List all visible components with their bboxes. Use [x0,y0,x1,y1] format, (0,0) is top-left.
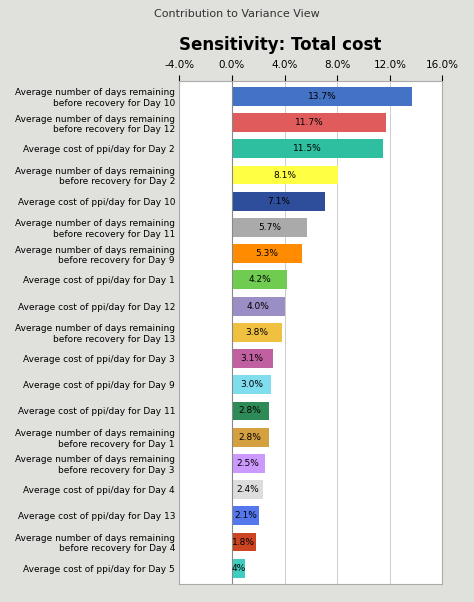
Bar [232,113,386,132]
Text: 3.8%: 3.8% [246,328,268,337]
Text: 8.1%: 8.1% [273,170,297,179]
Bar [232,218,307,237]
Text: 2.1%: 2.1% [234,511,257,520]
Bar [232,87,412,106]
Bar [232,428,269,447]
Bar [232,375,271,394]
Text: 7.1%: 7.1% [267,197,290,206]
Text: 2.5%: 2.5% [237,459,260,468]
Text: 3.1%: 3.1% [241,354,264,363]
Bar [232,297,284,315]
Text: 5.3%: 5.3% [255,249,278,258]
Bar [232,192,325,211]
Text: 2.8%: 2.8% [239,406,262,415]
Bar [232,454,265,473]
Text: 3.0%: 3.0% [240,380,263,389]
Text: Contribution to Variance View: Contribution to Variance View [154,9,320,19]
Text: 11.5%: 11.5% [293,144,322,154]
Text: 5.7%: 5.7% [258,223,281,232]
Bar [232,349,273,368]
Bar [232,506,259,526]
Bar [232,139,383,158]
Bar [232,402,269,420]
Bar [232,323,282,342]
Bar [232,480,264,499]
Text: 11.7%: 11.7% [294,118,323,127]
Text: 4.2%: 4.2% [248,275,271,284]
Text: 4%: 4% [231,563,246,573]
Text: 13.7%: 13.7% [308,92,337,101]
Bar [232,166,338,184]
Text: 4.0%: 4.0% [247,302,270,311]
Text: 2.4%: 2.4% [236,485,259,494]
Text: 1.8%: 1.8% [232,538,255,547]
Bar [232,559,245,578]
Text: 2.8%: 2.8% [239,433,262,442]
Bar [232,533,255,551]
Text: Sensitivity: Total cost: Sensitivity: Total cost [179,36,382,54]
Bar [232,270,287,290]
Bar [232,244,301,263]
